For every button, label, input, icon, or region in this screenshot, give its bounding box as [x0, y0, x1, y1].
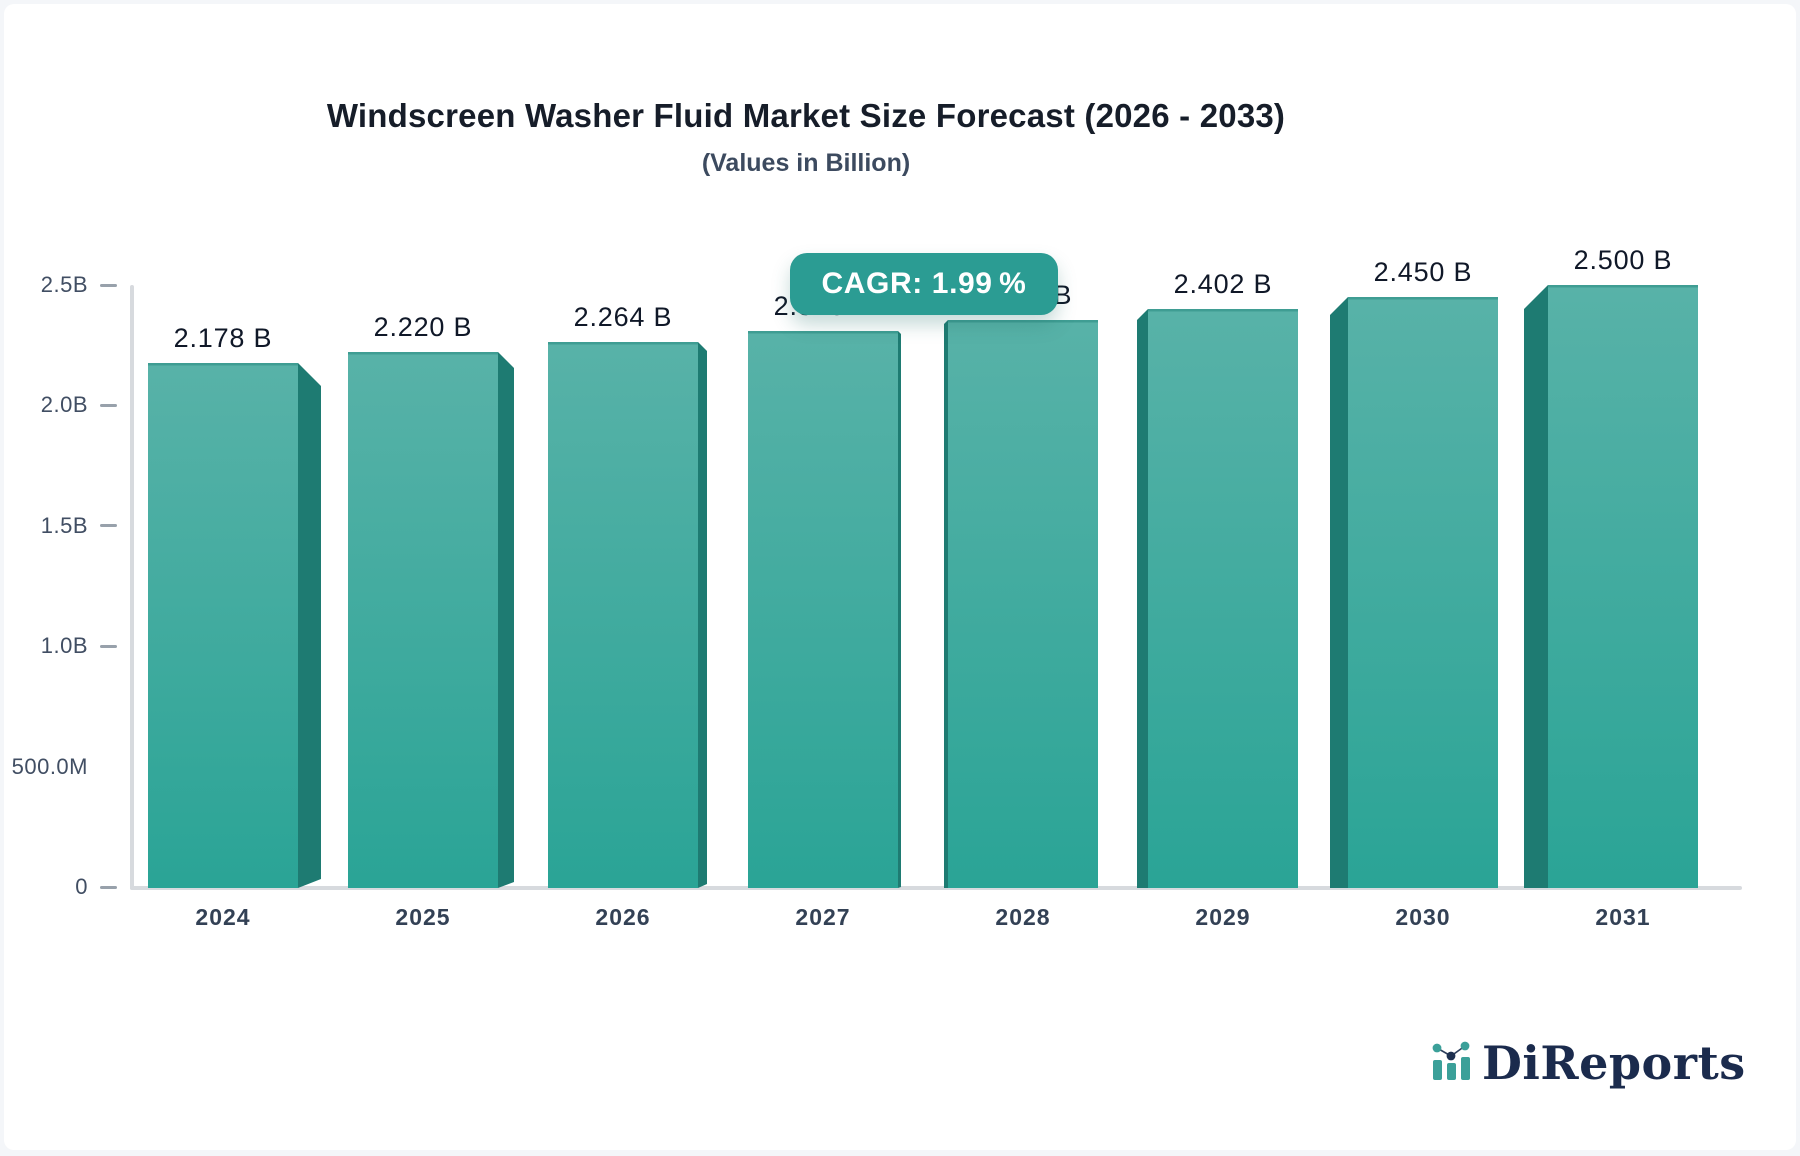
bar-face [548, 342, 698, 888]
y-axis-tick-label: 0 [75, 874, 88, 899]
bar-2031 [1524, 285, 1698, 888]
bar-side-panel [1137, 309, 1148, 888]
y-axis-tick-label: 2.5B [40, 272, 88, 297]
bar-side-panel [698, 342, 707, 888]
bar-value-label-2029: 2.402 B [1173, 269, 1273, 299]
bar-2028 [944, 320, 1098, 888]
y-axis-tick-label: 2.0B [40, 392, 88, 418]
x-axis-label-2030: 2030 [1395, 904, 1451, 930]
y-axis-tick-label: 1.0B [40, 633, 88, 659]
x-axis-label-2025: 2025 [395, 904, 451, 930]
y-axis-tick-dash [100, 644, 117, 648]
bar-side-panel [1524, 285, 1548, 888]
bar-side-panel [298, 363, 321, 888]
x-axis-label-2026: 2026 [595, 904, 651, 930]
bar-2029 [1137, 309, 1298, 888]
bar-value-label-2026: 2.264 B [573, 302, 673, 332]
bar-2026 [548, 342, 707, 888]
direports-logo-icon [1432, 1041, 1470, 1080]
bar-top-edge [1148, 309, 1298, 312]
bar-face [348, 352, 498, 888]
bar-top-edge [948, 320, 1098, 323]
y-axis-tick-label: 500.0M [11, 753, 88, 779]
bar-value-label-2030: 2.450 B [1373, 257, 1473, 287]
x-axis-label-2031: 2031 [1595, 904, 1651, 930]
bar-value-label-2024: 2.178 B [173, 323, 273, 353]
bar-side-panel [944, 320, 948, 888]
bar-face [148, 363, 298, 888]
bar-face [1548, 285, 1698, 888]
direports-watermark: DiReports [1430, 1036, 1746, 1086]
chart-title: Windscreen Washer Fluid Market Size Fore… [326, 97, 1286, 134]
x-axis-label-2029: 2029 [1195, 904, 1251, 930]
chart-subtitle: (Values in Billion) [701, 149, 911, 177]
bar-2025 [348, 352, 514, 888]
x-axis-line [130, 886, 1742, 890]
bar-top-edge [548, 342, 698, 345]
x-axis-label-2024: 2024 [195, 904, 251, 930]
bar-2027 [748, 331, 901, 888]
y-axis-tick-dash [100, 403, 117, 407]
x-axis-label-2028: 2028 [995, 904, 1051, 930]
bar-value-label-2031: 2.500 B [1573, 245, 1673, 275]
bar-face [748, 331, 898, 888]
bar-side-panel [1330, 297, 1348, 888]
cagr-badge: CAGR: 1.99 % [790, 253, 1058, 315]
bar-side-panel [898, 331, 901, 888]
bar-top-edge [348, 352, 498, 355]
bar-face [1148, 309, 1298, 888]
bar-top-edge [1548, 285, 1698, 288]
bar-2030 [1330, 297, 1498, 888]
bar-value-label-2025: 2.220 B [373, 312, 473, 342]
bar-face [948, 320, 1098, 888]
x-axis-label-2027: 2027 [795, 904, 851, 930]
y-axis-tick-dash [100, 885, 117, 889]
bar-top-edge [748, 331, 898, 334]
bar-side-panel [498, 352, 514, 888]
bar-top-edge [148, 363, 298, 366]
y-axis-line [130, 285, 134, 890]
y-axis-tick-dash [100, 283, 117, 287]
bar-2024 [148, 363, 321, 888]
y-axis-tick-label: 1.5B [40, 512, 88, 538]
y-axis-tick-dash [100, 524, 117, 528]
direports-logo-text: DiReports [1482, 1036, 1746, 1090]
bar-face [1348, 297, 1498, 888]
bar-top-edge [1348, 297, 1498, 300]
